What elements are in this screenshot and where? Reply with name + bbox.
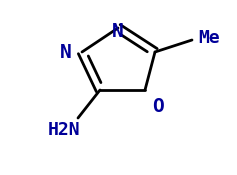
Text: H2N: H2N [48,121,81,139]
Text: Me: Me [198,29,220,47]
Text: O: O [152,97,164,116]
Text: N: N [60,43,72,61]
Text: N: N [112,22,124,41]
